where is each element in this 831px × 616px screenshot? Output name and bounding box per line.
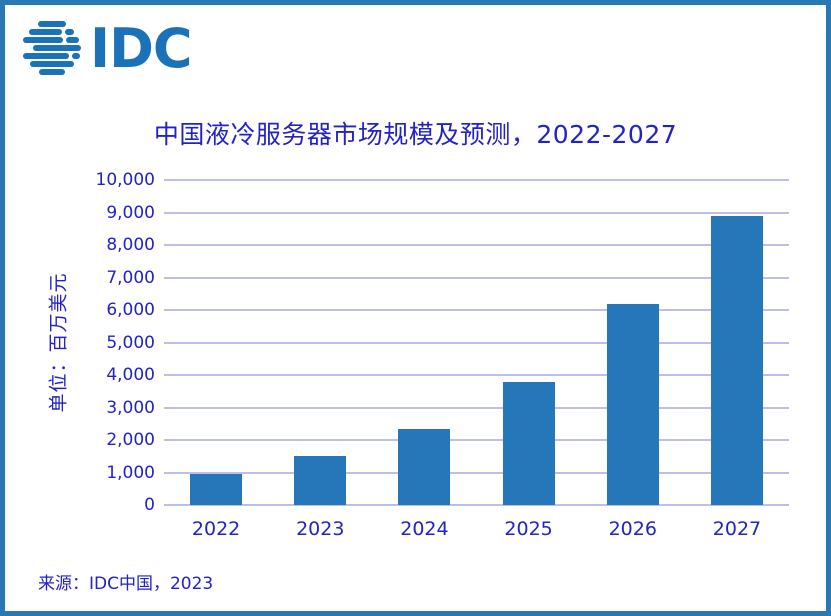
bar-2024 — [398, 428, 451, 505]
gridline — [164, 406, 789, 409]
y-tick-label: 10,000 — [95, 170, 155, 190]
y-tick-label: 7,000 — [106, 267, 155, 288]
gridline — [164, 211, 789, 214]
x-tick-label: 2022 — [191, 518, 241, 540]
gridline — [164, 341, 789, 344]
source-note: 来源：IDC中国，2023 — [38, 574, 214, 594]
idc-globe-icon — [23, 18, 81, 80]
y-tick-label: 8,000 — [106, 235, 155, 255]
x-tick-label: 2026 — [608, 518, 657, 540]
gridline — [164, 244, 789, 246]
x-axis-tick-labels: 2022 2023 2024 2025 2026 2027 — [164, 518, 789, 548]
x-tick-label: 2027 — [712, 518, 762, 540]
gridline — [164, 276, 789, 279]
gridline — [164, 471, 789, 474]
y-tick-label: 2,000 — [106, 430, 155, 450]
y-tick-label: 3,000 — [106, 397, 155, 418]
y-tick-label: 4,000 — [106, 365, 155, 385]
bar-2025 — [502, 381, 555, 505]
bar-2026 — [606, 303, 659, 505]
gridline — [164, 504, 789, 506]
plot-area — [164, 179, 789, 506]
y-tick-label: 9,000 — [106, 202, 155, 223]
y-tick-label: 6,000 — [106, 300, 155, 320]
chart-title: 中国液冷服务器市场规模及预测，2022-2027 — [153, 120, 678, 149]
bar-2022 — [190, 474, 243, 505]
gridline — [164, 179, 789, 181]
y-tick-label: 5,000 — [106, 332, 155, 353]
gridline — [164, 374, 789, 376]
bar-2027 — [710, 215, 763, 505]
idc-logo-text: IDC — [90, 17, 193, 80]
bar-2023 — [294, 456, 347, 505]
gridline — [164, 309, 789, 311]
x-tick-label: 2023 — [296, 518, 345, 540]
y-tick-label: 1,000 — [106, 462, 155, 483]
idc-logo: IDC — [23, 17, 193, 80]
y-tick-label: 0 — [144, 495, 155, 515]
x-tick-label: 2024 — [400, 518, 449, 540]
y-axis-tick-labels: 0 1,000 2,000 3,000 4,000 5,000 6,000 7,000 8,00… — [40, 170, 155, 515]
x-tick-label: 2025 — [504, 518, 553, 540]
gridline — [164, 439, 789, 441]
